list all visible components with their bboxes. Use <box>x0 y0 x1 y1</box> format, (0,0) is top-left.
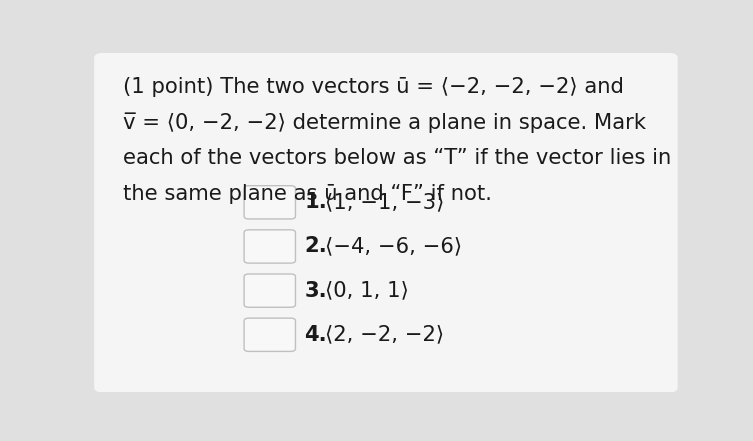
Text: ⟨2, −2, −2⟩: ⟨2, −2, −2⟩ <box>325 325 444 345</box>
Text: 1.: 1. <box>304 192 327 212</box>
Text: each of the vectors below as “T” if the vector lies in: each of the vectors below as “T” if the … <box>123 148 672 168</box>
Text: ⟨0, 1, 1⟩: ⟨0, 1, 1⟩ <box>325 280 409 301</box>
Text: 4.: 4. <box>304 325 327 345</box>
Text: the same plane as ū and “F” if not.: the same plane as ū and “F” if not. <box>123 183 492 204</box>
FancyBboxPatch shape <box>244 186 295 219</box>
Text: 3.: 3. <box>304 280 327 301</box>
FancyBboxPatch shape <box>244 318 295 351</box>
Text: ⟨−4, −6, −6⟩: ⟨−4, −6, −6⟩ <box>325 236 462 257</box>
Text: ⟨1, −1, −3⟩: ⟨1, −1, −3⟩ <box>325 192 444 212</box>
Text: (1 point) The two vectors ū = ⟨−2, −2, −2⟩ and: (1 point) The two vectors ū = ⟨−2, −2, −… <box>123 77 624 97</box>
Text: 2.: 2. <box>304 236 327 257</box>
FancyBboxPatch shape <box>244 274 295 307</box>
FancyBboxPatch shape <box>244 230 295 263</box>
Text: v̅ = ⟨0, −2, −2⟩ determine a plane in space. Mark: v̅ = ⟨0, −2, −2⟩ determine a plane in sp… <box>123 112 646 133</box>
FancyBboxPatch shape <box>94 53 678 392</box>
